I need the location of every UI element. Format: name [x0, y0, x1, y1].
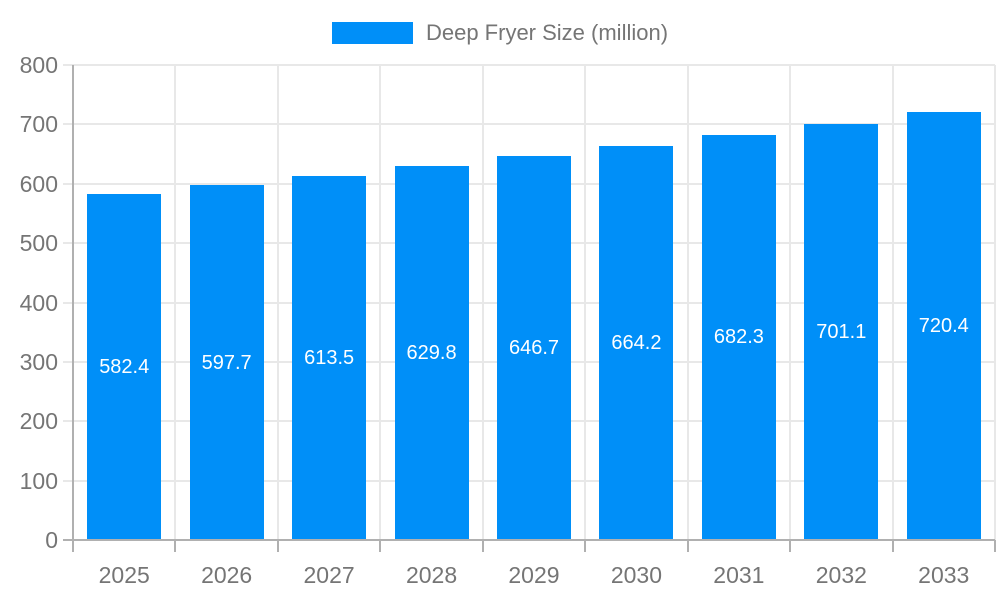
y-tick-label: 700 — [19, 111, 58, 138]
x-axis-tick — [174, 540, 177, 552]
x-tick-label: 2027 — [303, 562, 355, 588]
y-tick-label: 600 — [19, 170, 58, 197]
y-gridline — [63, 123, 995, 126]
x-tick-label: 2033 — [918, 562, 970, 588]
x-axis-tick — [379, 540, 382, 552]
x-gridline — [276, 65, 279, 540]
x-tick-label: 2031 — [713, 562, 765, 588]
bar-2025[interactable] — [87, 194, 162, 540]
legend[interactable]: Deep Fryer Size (million) — [0, 18, 1000, 48]
y-tick-label: 100 — [19, 467, 58, 494]
x-tick-label: 2029 — [508, 562, 560, 588]
x-axis-line — [63, 539, 995, 541]
bar-2030[interactable] — [599, 145, 674, 540]
y-tick-label: 400 — [19, 289, 58, 316]
legend-label: Deep Fryer Size (million) — [425, 20, 669, 45]
x-gridline — [584, 65, 587, 540]
bar-2031[interactable] — [701, 134, 776, 540]
y-tick-label: 500 — [19, 230, 58, 257]
x-gridline — [686, 65, 689, 540]
bar-2033[interactable] — [906, 112, 981, 540]
x-gridline — [481, 65, 484, 540]
x-axis-tick — [584, 540, 587, 552]
x-tick-label: 2026 — [201, 562, 253, 588]
bar-2026[interactable] — [189, 185, 264, 540]
y-tick-label: 200 — [19, 408, 58, 435]
y-tick-label: 800 — [19, 52, 58, 78]
x-tick-label: 2028 — [405, 562, 458, 588]
y-tick-label: 300 — [19, 348, 58, 375]
bar-2027[interactable] — [292, 175, 367, 540]
bar-2032[interactable] — [804, 123, 879, 540]
x-axis-tick — [686, 540, 689, 552]
x-axis-tick — [891, 540, 894, 552]
x-gridline — [789, 65, 792, 540]
x-gridline — [891, 65, 894, 540]
x-gridline — [994, 65, 996, 540]
legend-marker — [331, 22, 413, 44]
x-axis-tick — [789, 540, 792, 552]
y-tick-label: 0 — [45, 527, 58, 553]
y-gridline — [63, 64, 995, 66]
x-gridline — [174, 65, 177, 540]
x-gridline — [379, 65, 382, 540]
x-axis-tick — [276, 540, 279, 552]
bar-2029[interactable] — [497, 156, 571, 540]
x-axis-tick — [481, 540, 484, 552]
x-tick-label: 2025 — [98, 562, 150, 588]
x-tick-label: 2032 — [815, 562, 867, 588]
x-tick-label: 2030 — [610, 562, 663, 588]
x-axis-tick — [994, 540, 996, 552]
y-axis-line — [72, 65, 74, 552]
bar-2028[interactable] — [394, 166, 469, 540]
